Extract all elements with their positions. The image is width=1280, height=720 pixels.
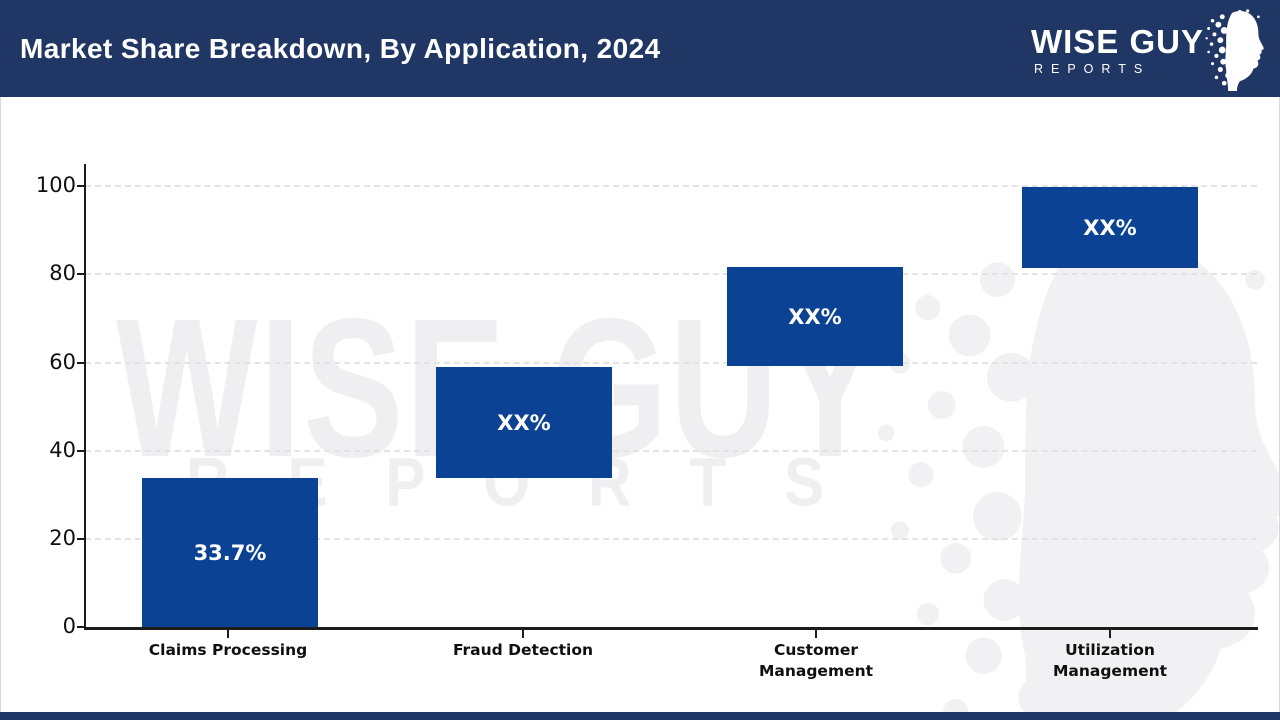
logo-brand-text: WISE GUY xyxy=(1030,22,1204,60)
y-tick-mark xyxy=(77,450,85,452)
page-border-left xyxy=(0,97,1,720)
x-tick-mark xyxy=(815,630,817,638)
y-tick-label-40: 40 xyxy=(49,438,76,462)
header-bar: Market Share Breakdown, By Application, … xyxy=(0,0,1280,97)
y-tick-label-100: 100 xyxy=(35,173,76,197)
footer-bar xyxy=(0,712,1280,720)
gridline-100 xyxy=(85,185,1257,187)
gridline-80 xyxy=(85,273,1257,275)
bar-customer-management: XX% xyxy=(727,267,903,366)
bar-claims-processing: 33.7% xyxy=(142,478,318,627)
category-label-customer-management: Customer Management xyxy=(758,641,874,680)
y-axis-line xyxy=(84,164,86,629)
brand-logo: WISE GUY REPORTS xyxy=(1031,6,1266,94)
bar-value-label: XX% xyxy=(1083,215,1137,240)
logo-head-icon xyxy=(1205,9,1264,91)
y-tick-mark xyxy=(77,362,85,364)
bar-value-label: XX% xyxy=(497,410,551,435)
x-axis-line xyxy=(84,627,1258,630)
x-tick-mark xyxy=(227,630,229,638)
bar-value-label: XX% xyxy=(788,304,842,329)
y-tick-label-20: 20 xyxy=(49,526,76,550)
category-label-utilization-management: Utilization Management xyxy=(1052,641,1168,680)
category-label-fraud-detection: Fraud Detection xyxy=(452,641,594,659)
page-title: Market Share Breakdown, By Application, … xyxy=(20,32,661,64)
y-tick-label-0: 0 xyxy=(62,614,76,638)
gridline-60 xyxy=(85,362,1257,364)
y-tick-mark xyxy=(77,185,85,187)
category-label-claims-processing: Claims Processing xyxy=(148,641,308,659)
gridline-20 xyxy=(85,538,1257,540)
logo-sub-text: REPORTS xyxy=(1033,61,1151,76)
y-tick-label-60: 60 xyxy=(49,350,76,374)
y-tick-mark xyxy=(77,626,85,628)
x-tick-mark xyxy=(1109,630,1111,638)
bar-utilization-management: XX% xyxy=(1022,187,1198,268)
bar-fraud-detection: XX% xyxy=(436,367,612,478)
y-tick-label-80: 80 xyxy=(49,261,76,285)
x-tick-mark xyxy=(522,630,524,638)
bar-value-label: 33.7% xyxy=(193,540,267,565)
y-tick-mark xyxy=(77,538,85,540)
y-tick-mark xyxy=(77,273,85,275)
gridline-40 xyxy=(85,450,1257,452)
